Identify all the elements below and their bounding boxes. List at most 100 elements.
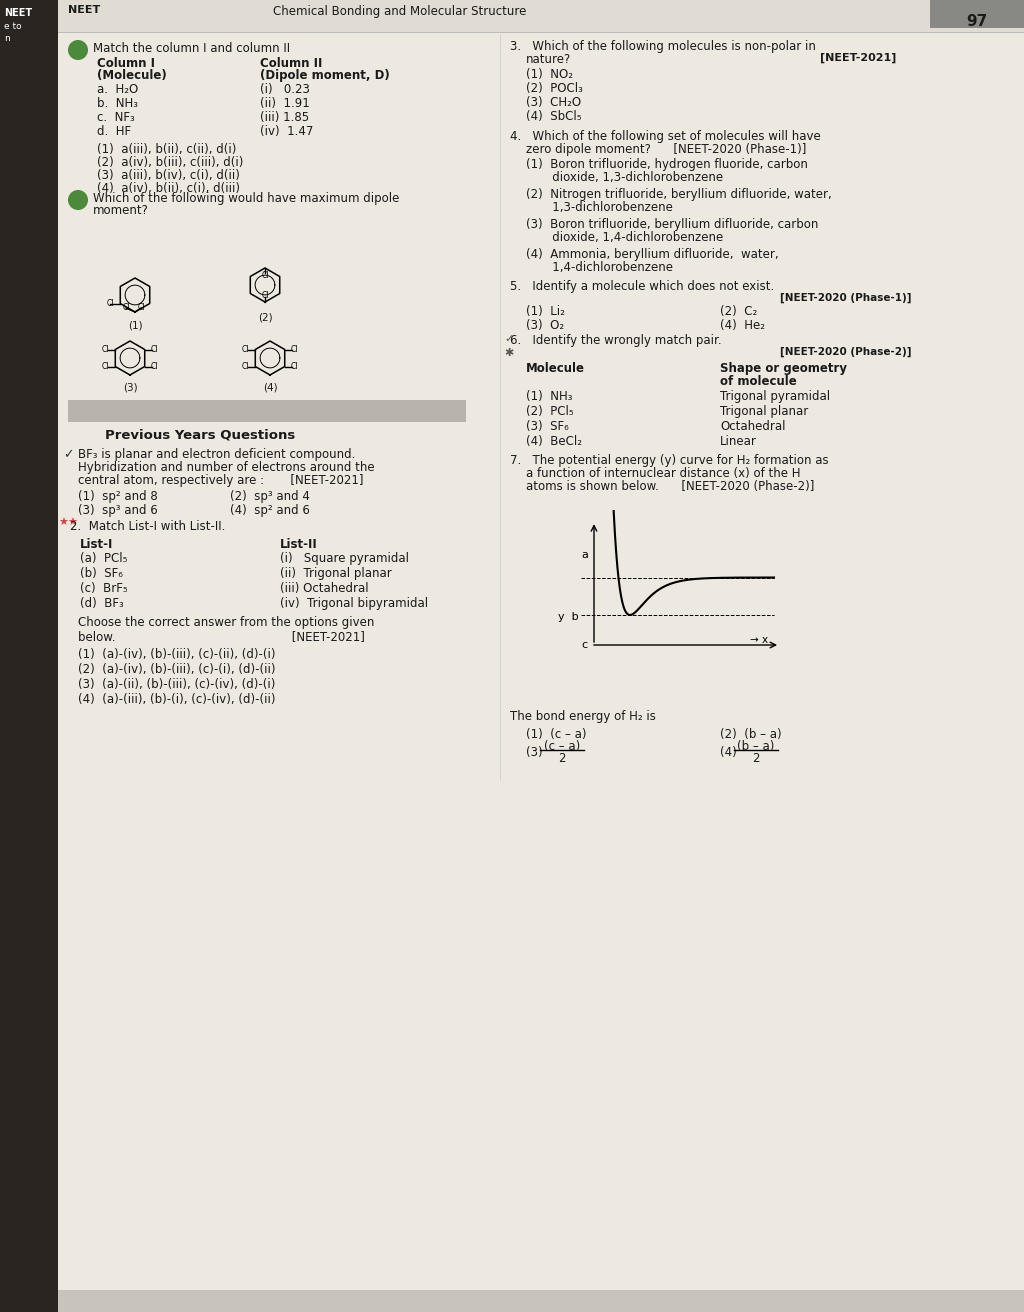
Text: ✓: ✓ xyxy=(63,447,74,461)
Text: (Dipole moment, D): (Dipole moment, D) xyxy=(260,70,390,81)
Text: (Molecule): (Molecule) xyxy=(97,70,167,81)
Text: e to: e to xyxy=(4,22,22,31)
Text: central atom, respectively are :       [NEET-2021]: central atom, respectively are : [NEET-2… xyxy=(78,474,364,487)
Text: Cl: Cl xyxy=(122,303,130,312)
Text: (2)  Nitrogen trifluoride, beryllium difluoride, water,: (2) Nitrogen trifluoride, beryllium difl… xyxy=(526,188,831,201)
Text: ★★: ★★ xyxy=(58,518,78,527)
Text: (c – a): (c – a) xyxy=(544,740,581,753)
Text: (2)  a(iv), b(iii), c(iii), d(i): (2) a(iv), b(iii), c(iii), d(i) xyxy=(97,156,244,169)
Text: (iii) 1.85: (iii) 1.85 xyxy=(260,112,309,125)
Text: Which of the following would have maximum dipole: Which of the following would have maximu… xyxy=(93,192,399,205)
Bar xyxy=(930,0,1024,28)
Text: ✱: ✱ xyxy=(504,348,513,358)
Text: (3)  sp³ and 6: (3) sp³ and 6 xyxy=(78,504,158,517)
Text: Cl: Cl xyxy=(242,362,249,371)
Text: (3): (3) xyxy=(123,383,137,394)
Text: (4)  BeCl₂: (4) BeCl₂ xyxy=(526,436,582,447)
Text: → x: → x xyxy=(750,635,768,646)
Text: (iv)  Trigonal bipyramidal: (iv) Trigonal bipyramidal xyxy=(280,597,428,610)
Text: Cl: Cl xyxy=(106,299,114,308)
Text: Previous Years Questions: Previous Years Questions xyxy=(104,428,295,441)
Text: (4)  a(iv), b(ii), c(i), d(iii): (4) a(iv), b(ii), c(i), d(iii) xyxy=(97,182,240,195)
Text: Match the column I and column II: Match the column I and column II xyxy=(93,42,290,55)
Text: 2: 2 xyxy=(753,752,760,765)
Text: Shape or geometry: Shape or geometry xyxy=(720,362,847,375)
Text: zero dipole moment?      [NEET-2020 (Phase-1)]: zero dipole moment? [NEET-2020 (Phase-1)… xyxy=(526,143,806,156)
Text: (4)  He₂: (4) He₂ xyxy=(720,319,765,332)
Text: 5.   Identify a molecule which does not exist.: 5. Identify a molecule which does not ex… xyxy=(510,279,774,293)
Text: BF₃ is planar and electron deficient compound.: BF₃ is planar and electron deficient com… xyxy=(78,447,355,461)
Bar xyxy=(68,400,466,422)
Text: (4)  SbCl₅: (4) SbCl₅ xyxy=(526,110,582,123)
Text: (2)  C₂: (2) C₂ xyxy=(720,304,758,318)
Text: 40: 40 xyxy=(72,195,84,205)
Text: List-I: List-I xyxy=(80,538,114,551)
Text: c.  NF₃: c. NF₃ xyxy=(97,112,135,125)
Text: (1)  sp² and 8: (1) sp² and 8 xyxy=(78,489,158,502)
Text: (1)  Boron trifluoride, hydrogen fluoride, carbon: (1) Boron trifluoride, hydrogen fluoride… xyxy=(526,157,808,171)
Text: (1)  NO₂: (1) NO₂ xyxy=(526,68,573,81)
Text: (1)  a(iii), b(ii), c(ii), d(i): (1) a(iii), b(ii), c(ii), d(i) xyxy=(97,143,237,156)
Text: (4): (4) xyxy=(720,747,736,760)
Text: 2: 2 xyxy=(558,752,565,765)
Text: (3)  SF₆: (3) SF₆ xyxy=(526,420,568,433)
Text: (3)  O₂: (3) O₂ xyxy=(526,319,564,332)
Text: (iv)  1.47: (iv) 1.47 xyxy=(260,125,313,138)
Text: Column I: Column I xyxy=(97,56,155,70)
Text: Cl: Cl xyxy=(291,345,298,354)
Text: [NEET-2020 (Phase-2)]: [NEET-2020 (Phase-2)] xyxy=(780,346,911,357)
Text: Corporate Office : Aakash Tower, 8, Pusa Road, New Delhi-110005. Phone : 011-476: Corporate Office : Aakash Tower, 8, Pusa… xyxy=(260,1294,822,1304)
Text: atoms is shown below.      [NEET-2020 (Phase-2)]: atoms is shown below. [NEET-2020 (Phase-… xyxy=(526,480,814,493)
Text: (b)  SF₆: (b) SF₆ xyxy=(80,567,123,580)
Text: Column II: Column II xyxy=(260,56,323,70)
Text: (2)  (b – a): (2) (b – a) xyxy=(720,728,781,741)
Text: List-II: List-II xyxy=(280,538,317,551)
Text: (3)  Boron trifluoride, beryllium difluoride, carbon: (3) Boron trifluoride, beryllium difluor… xyxy=(526,218,818,231)
Text: (2)  sp³ and 4: (2) sp³ and 4 xyxy=(230,489,310,502)
Text: 1,4-dichlorobenzene: 1,4-dichlorobenzene xyxy=(526,261,673,274)
Circle shape xyxy=(68,39,88,60)
Text: Octahedral: Octahedral xyxy=(720,420,785,433)
Text: (2)  POCl₃: (2) POCl₃ xyxy=(526,81,583,94)
Text: (4)  (a)-(iii), (b)-(i), (c)-(iv), (d)-(ii): (4) (a)-(iii), (b)-(i), (c)-(iv), (d)-(i… xyxy=(78,693,275,706)
Text: (3)  a(iii), b(iv), c(i), d(ii): (3) a(iii), b(iv), c(i), d(ii) xyxy=(97,169,240,182)
Circle shape xyxy=(68,190,88,210)
Text: (a)  PCl₅: (a) PCl₅ xyxy=(80,552,127,565)
Text: Linear: Linear xyxy=(720,436,757,447)
Text: Trigonal planar: Trigonal planar xyxy=(720,405,808,419)
Text: Molecule: Molecule xyxy=(526,362,585,375)
Text: Hybridization and number of electrons around the: Hybridization and number of electrons ar… xyxy=(78,461,375,474)
Text: 4.   Which of the following set of molecules will have: 4. Which of the following set of molecul… xyxy=(510,130,821,143)
Text: b.  NH₃: b. NH₃ xyxy=(97,97,138,110)
Text: 2.  Match List-I with List-II.: 2. Match List-I with List-II. xyxy=(70,520,225,533)
Text: a.  H₂O: a. H₂O xyxy=(97,83,138,96)
Text: (i)   0.23: (i) 0.23 xyxy=(260,83,310,96)
Text: (c)  BrF₅: (c) BrF₅ xyxy=(80,583,128,596)
Text: Cl: Cl xyxy=(101,345,109,354)
Text: (4)  sp² and 6: (4) sp² and 6 xyxy=(230,504,310,517)
Text: Chemical Bonding and Molecular Structure: Chemical Bonding and Molecular Structure xyxy=(273,5,526,18)
Text: Cl: Cl xyxy=(151,362,159,371)
Text: The bond energy of H₂ is: The bond energy of H₂ is xyxy=(510,710,656,723)
Text: (1)  (c – a): (1) (c – a) xyxy=(526,728,587,741)
Text: (1)  Li₂: (1) Li₂ xyxy=(526,304,565,318)
Text: Cl: Cl xyxy=(151,345,159,354)
Text: dioxide, 1,4-dichlorobenzene: dioxide, 1,4-dichlorobenzene xyxy=(526,231,723,244)
Text: dioxide, 1,3-dichlorobenzene: dioxide, 1,3-dichlorobenzene xyxy=(526,171,723,184)
Text: (4): (4) xyxy=(263,383,278,394)
Text: 39: 39 xyxy=(72,46,84,55)
Text: moment?: moment? xyxy=(93,203,148,216)
Text: (3)  (a)-(ii), (b)-(iii), (c)-(iv), (d)-(i): (3) (a)-(ii), (b)-(iii), (c)-(iv), (d)-(… xyxy=(78,678,275,691)
Bar xyxy=(58,1290,1024,1312)
Text: Cl: Cl xyxy=(291,362,298,371)
Text: Cl: Cl xyxy=(261,290,268,299)
Text: Cl: Cl xyxy=(101,362,109,371)
Text: [NEET-2020 (Phase-1)]: [NEET-2020 (Phase-1)] xyxy=(780,293,911,303)
Text: SECTION - C: SECTION - C xyxy=(220,403,314,417)
Text: (3): (3) xyxy=(526,747,543,760)
Text: (iii) Octahedral: (iii) Octahedral xyxy=(280,583,369,596)
Text: (1)  NH₃: (1) NH₃ xyxy=(526,390,572,403)
Text: NEET: NEET xyxy=(4,8,32,18)
Text: a: a xyxy=(582,550,588,560)
Text: y  b: y b xyxy=(558,611,579,622)
